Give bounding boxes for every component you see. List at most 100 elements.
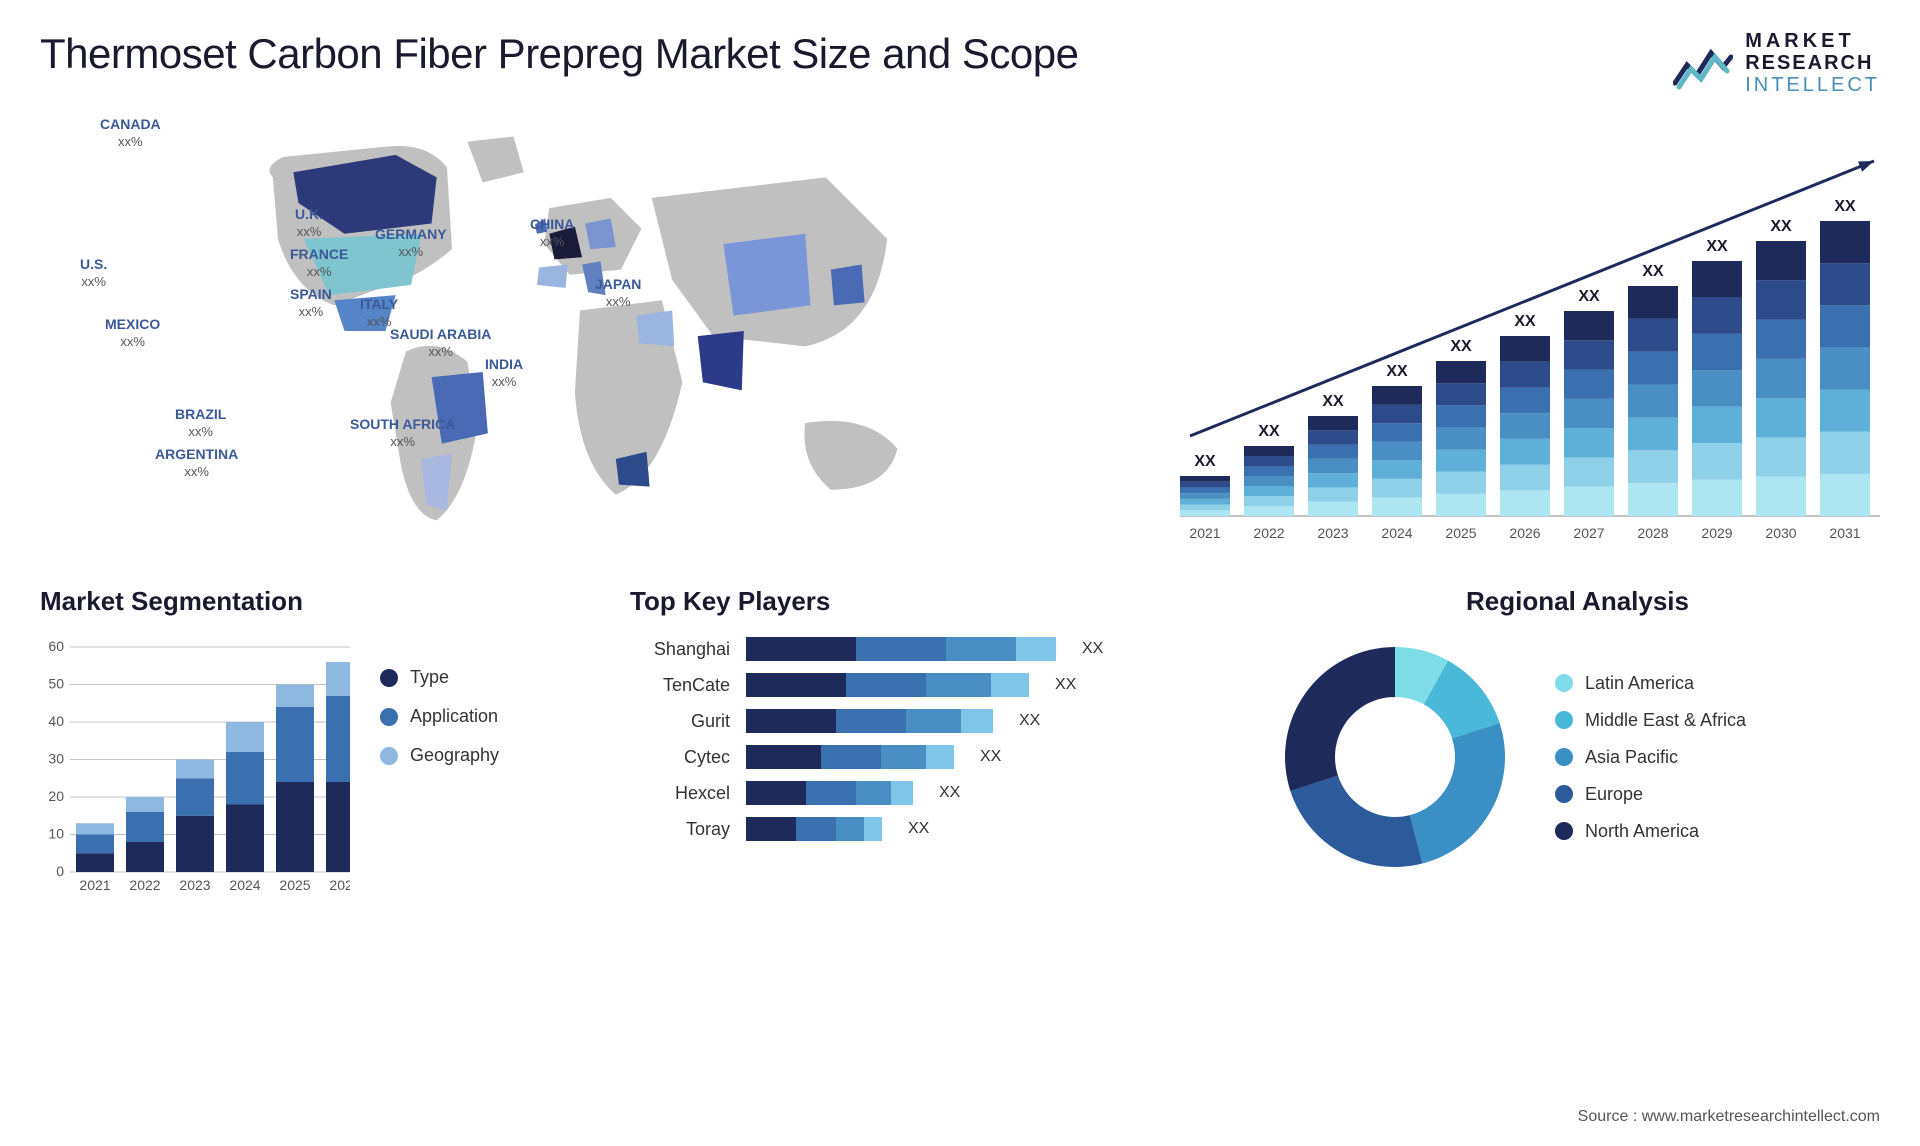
main-bar-seg xyxy=(1564,340,1614,369)
main-bar-seg xyxy=(1244,476,1294,486)
svg-text:0: 0 xyxy=(56,863,64,879)
main-bar-seg xyxy=(1372,460,1422,479)
seg-bar-seg xyxy=(76,853,114,872)
seg-bar-seg xyxy=(276,685,314,708)
map-label-india: INDIAxx% xyxy=(485,356,523,390)
main-bar-label: XX xyxy=(1194,453,1216,470)
seg-bar-seg xyxy=(276,707,314,782)
main-bar-seg xyxy=(1820,221,1870,263)
main-bar-year: 2030 xyxy=(1765,525,1796,541)
player-name: Cytec xyxy=(630,747,730,768)
main-bar-seg xyxy=(1756,320,1806,359)
map-label-u-s-: U.S.xx% xyxy=(80,256,107,290)
map-svg xyxy=(40,116,1120,546)
map-label-spain: SPAINxx% xyxy=(290,286,332,320)
brand-logo: MARKET RESEARCH INTELLECT xyxy=(1673,30,1880,96)
player-row: GuritXX xyxy=(630,709,1235,733)
main-bar-seg xyxy=(1500,490,1550,516)
main-bar-year: 2026 xyxy=(1509,525,1540,541)
main-bar-seg xyxy=(1820,390,1870,432)
main-bar-seg xyxy=(1628,385,1678,418)
main-bar-seg xyxy=(1500,336,1550,362)
main-bar-seg xyxy=(1372,386,1422,405)
player-row: Cytec XX xyxy=(630,745,1235,769)
main-bar-year: 2025 xyxy=(1445,525,1476,541)
seg-bar-seg xyxy=(326,662,350,696)
top-key-players: Top Key Players ShanghaiXXTenCateXXGurit… xyxy=(630,586,1235,897)
map-label-france: FRANCExx% xyxy=(290,246,348,280)
seg-bar-seg xyxy=(226,805,264,873)
svg-text:40: 40 xyxy=(48,713,64,729)
donut-slice xyxy=(1410,723,1505,864)
seg-bar-seg xyxy=(126,812,164,842)
main-bar-seg xyxy=(1692,480,1742,516)
main-bar-year: 2031 xyxy=(1829,525,1860,541)
main-bar-seg xyxy=(1820,347,1870,389)
main-bar-seg xyxy=(1756,359,1806,398)
main-bar-seg xyxy=(1436,383,1486,405)
main-bar-seg xyxy=(1820,432,1870,474)
main-bar-label: XX xyxy=(1258,423,1280,440)
main-bar-seg xyxy=(1180,505,1230,511)
player-value: XX xyxy=(908,820,929,838)
seg-bar-seg xyxy=(126,842,164,872)
seg-legend-item: Application xyxy=(380,706,499,727)
seg-bar-seg xyxy=(176,816,214,872)
map-label-japan: JAPANxx% xyxy=(595,276,641,310)
main-bar-year: 2021 xyxy=(1189,525,1220,541)
logo-line-2: RESEARCH xyxy=(1745,52,1880,74)
source-text: Source : www.marketresearchintellect.com xyxy=(1578,1108,1880,1126)
main-bar-seg xyxy=(1180,487,1230,493)
player-value: XX xyxy=(1019,712,1040,730)
player-value: XX xyxy=(1055,676,1076,694)
seg-bar-seg xyxy=(126,797,164,812)
player-row: TorayXX xyxy=(630,817,1235,841)
main-bar-label: XX xyxy=(1514,313,1536,330)
svg-text:30: 30 xyxy=(48,751,64,767)
seg-bar-seg xyxy=(276,782,314,872)
svg-text:2021: 2021 xyxy=(79,877,110,893)
seg-bar-seg xyxy=(76,823,114,834)
main-bar-seg xyxy=(1372,442,1422,461)
player-value: XX xyxy=(1082,640,1103,658)
map-label-germany: GERMANYxx% xyxy=(375,226,447,260)
logo-line-1: MARKET xyxy=(1745,30,1880,52)
main-bar-seg xyxy=(1500,387,1550,413)
seg-legend-item: Geography xyxy=(380,745,499,766)
seg-bar-seg xyxy=(326,782,350,872)
seg-bar-seg xyxy=(176,760,214,779)
main-bar-seg xyxy=(1756,280,1806,319)
player-row: ShanghaiXX xyxy=(630,637,1235,661)
main-bar-seg xyxy=(1436,427,1486,449)
seg-bar-seg xyxy=(326,696,350,782)
player-value: XX xyxy=(939,784,960,802)
main-bar-chart: XX2021XX2022XX2023XX2024XX2025XX2026XX20… xyxy=(1160,116,1880,546)
main-bar-year: 2029 xyxy=(1701,525,1732,541)
page-title: Thermoset Carbon Fiber Prepreg Market Si… xyxy=(40,30,1079,78)
main-bar-seg xyxy=(1436,405,1486,427)
main-bar-seg xyxy=(1244,506,1294,516)
main-bar-seg xyxy=(1692,261,1742,297)
main-bar-label: XX xyxy=(1386,363,1408,380)
main-bar-seg xyxy=(1308,459,1358,473)
map-label-china: CHINAxx% xyxy=(530,216,574,250)
regional-legend-item: Europe xyxy=(1555,784,1746,805)
main-bar-year: 2023 xyxy=(1317,525,1348,541)
main-bar-seg xyxy=(1308,502,1358,516)
player-value: XX xyxy=(980,748,1001,766)
main-bar-seg xyxy=(1372,479,1422,498)
main-bar-seg xyxy=(1628,286,1678,319)
regional-analysis: Regional Analysis Latin AmericaMiddle Ea… xyxy=(1275,586,1880,897)
seg-bar-seg xyxy=(76,835,114,854)
main-bar-seg xyxy=(1628,417,1678,450)
regional-legend-item: North America xyxy=(1555,821,1746,842)
map-label-canada: CANADAxx% xyxy=(100,116,161,150)
main-bar-seg xyxy=(1372,497,1422,516)
svg-text:2026: 2026 xyxy=(329,877,350,893)
svg-text:10: 10 xyxy=(48,826,64,842)
main-bar-seg xyxy=(1756,437,1806,476)
main-bar-seg xyxy=(1564,428,1614,457)
main-bar-seg xyxy=(1244,466,1294,476)
svg-text:2023: 2023 xyxy=(179,877,210,893)
main-bar-seg xyxy=(1628,450,1678,483)
